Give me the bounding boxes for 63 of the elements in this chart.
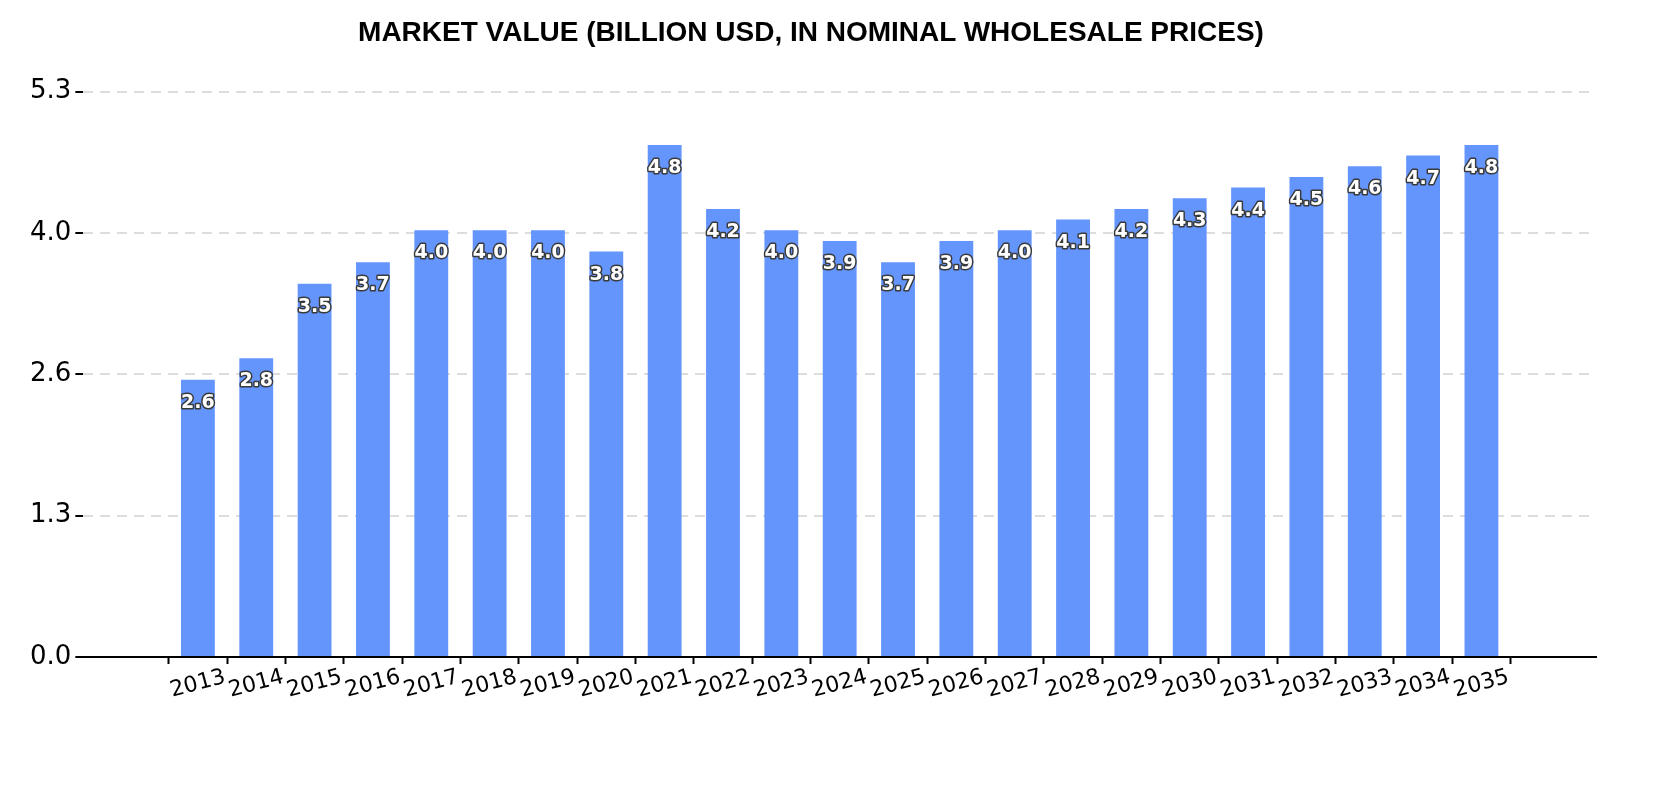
bar bbox=[1231, 187, 1265, 657]
data-label: 4.0 bbox=[472, 240, 507, 263]
data-label: 2.6 bbox=[181, 389, 215, 412]
data-label: 4.3 bbox=[1172, 208, 1207, 231]
data-label: 4.4 bbox=[1231, 197, 1265, 220]
bar bbox=[822, 240, 857, 657]
x-tick-label: 2013 bbox=[167, 662, 228, 702]
data-label: 4.8 bbox=[1464, 154, 1499, 177]
bar bbox=[764, 230, 799, 657]
bar bbox=[706, 208, 740, 657]
bar bbox=[297, 283, 332, 657]
data-label: 3.7 bbox=[881, 272, 915, 295]
y-tick-label: 4.0 bbox=[29, 215, 72, 246]
y-tick-label: 0.0 bbox=[29, 639, 72, 670]
data-label: 3.9 bbox=[939, 250, 974, 273]
bar bbox=[589, 251, 624, 657]
x-tick-label: 2032 bbox=[1275, 662, 1337, 702]
bar bbox=[939, 240, 974, 657]
bar bbox=[1056, 219, 1090, 657]
data-label: 4.0 bbox=[764, 240, 799, 263]
x-tick-label: 2033 bbox=[1334, 662, 1395, 702]
data-label: 3.9 bbox=[822, 250, 857, 273]
y-tick-label: 1.3 bbox=[29, 498, 72, 529]
x-tick-label: 2022 bbox=[692, 662, 753, 702]
y-tick-label: 2.6 bbox=[29, 357, 72, 388]
bar bbox=[180, 379, 215, 657]
data-label: 4.7 bbox=[1406, 165, 1440, 188]
data-label: 4.0 bbox=[414, 240, 449, 263]
bar bbox=[647, 144, 682, 657]
bar bbox=[356, 262, 390, 657]
data-label: 3.7 bbox=[356, 272, 390, 295]
x-tick-label: 2034 bbox=[1392, 662, 1453, 702]
x-tick-label: 2019 bbox=[517, 662, 578, 702]
data-label: 3.5 bbox=[297, 293, 332, 316]
bar bbox=[1464, 144, 1499, 657]
bar bbox=[1347, 166, 1382, 657]
data-label: 4.2 bbox=[1114, 218, 1149, 241]
bar bbox=[1406, 155, 1441, 657]
data-label: 4.5 bbox=[1289, 186, 1324, 209]
data-label: 4.1 bbox=[1056, 229, 1090, 252]
data-label: 3.8 bbox=[589, 261, 624, 284]
data-label: 2.8 bbox=[239, 368, 274, 391]
chart-title: MARKET VALUE (BILLION USD, IN NOMINAL WHOLESALE PRICES) bbox=[358, 15, 1264, 47]
bar bbox=[1289, 176, 1324, 657]
data-label: 4.6 bbox=[1347, 176, 1382, 199]
bar bbox=[414, 230, 449, 657]
y-tick-label: 5.3 bbox=[29, 74, 72, 105]
bar bbox=[472, 230, 507, 657]
bar bbox=[997, 230, 1032, 657]
bar bbox=[531, 230, 565, 657]
bar bbox=[1114, 208, 1149, 657]
data-label: 4.2 bbox=[706, 218, 740, 241]
x-tick-label: 2031 bbox=[1217, 662, 1278, 702]
data-label: 4.8 bbox=[647, 154, 682, 177]
x-tick-label: 2035 bbox=[1450, 662, 1512, 702]
x-tick-label: 2025 bbox=[867, 662, 928, 702]
bar bbox=[881, 262, 915, 657]
data-label: 4.0 bbox=[531, 240, 565, 263]
bar bbox=[239, 358, 274, 657]
bar bbox=[1172, 198, 1207, 657]
x-tick-label: 2016 bbox=[342, 662, 403, 702]
data-label: 4.0 bbox=[997, 240, 1032, 263]
x-tick-label: 2028 bbox=[1042, 662, 1103, 702]
